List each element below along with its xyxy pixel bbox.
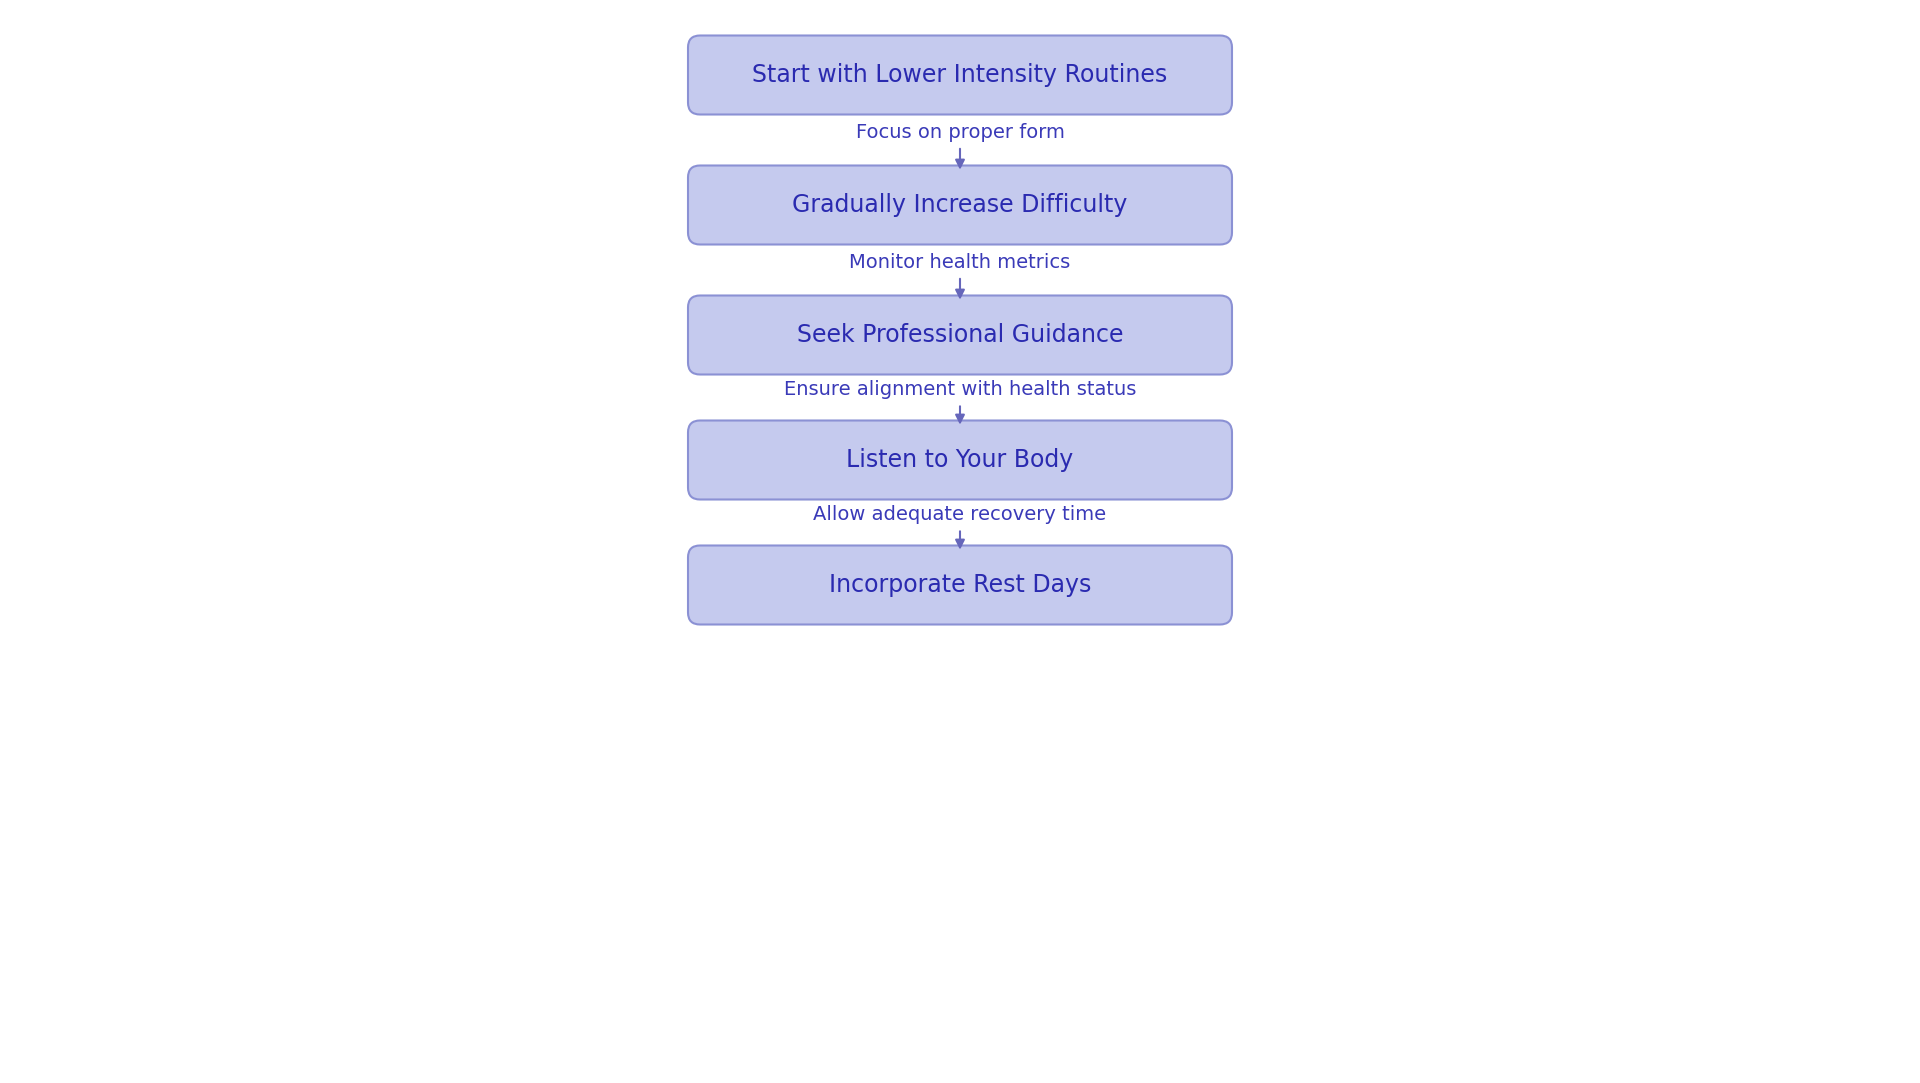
- FancyBboxPatch shape: [687, 36, 1233, 115]
- FancyBboxPatch shape: [687, 296, 1233, 375]
- Text: Ensure alignment with health status: Ensure alignment with health status: [783, 380, 1137, 399]
- FancyBboxPatch shape: [687, 166, 1233, 245]
- Text: Incorporate Rest Days: Incorporate Rest Days: [829, 573, 1091, 597]
- Text: Focus on proper form: Focus on proper form: [856, 122, 1064, 142]
- Text: Listen to Your Body: Listen to Your Body: [847, 448, 1073, 472]
- Text: Seek Professional Guidance: Seek Professional Guidance: [797, 323, 1123, 347]
- Text: Gradually Increase Difficulty: Gradually Increase Difficulty: [793, 193, 1127, 217]
- FancyBboxPatch shape: [687, 420, 1233, 499]
- Text: Allow adequate recovery time: Allow adequate recovery time: [814, 505, 1106, 524]
- Text: Monitor health metrics: Monitor health metrics: [849, 252, 1071, 272]
- FancyBboxPatch shape: [687, 546, 1233, 625]
- Text: Start with Lower Intensity Routines: Start with Lower Intensity Routines: [753, 63, 1167, 87]
